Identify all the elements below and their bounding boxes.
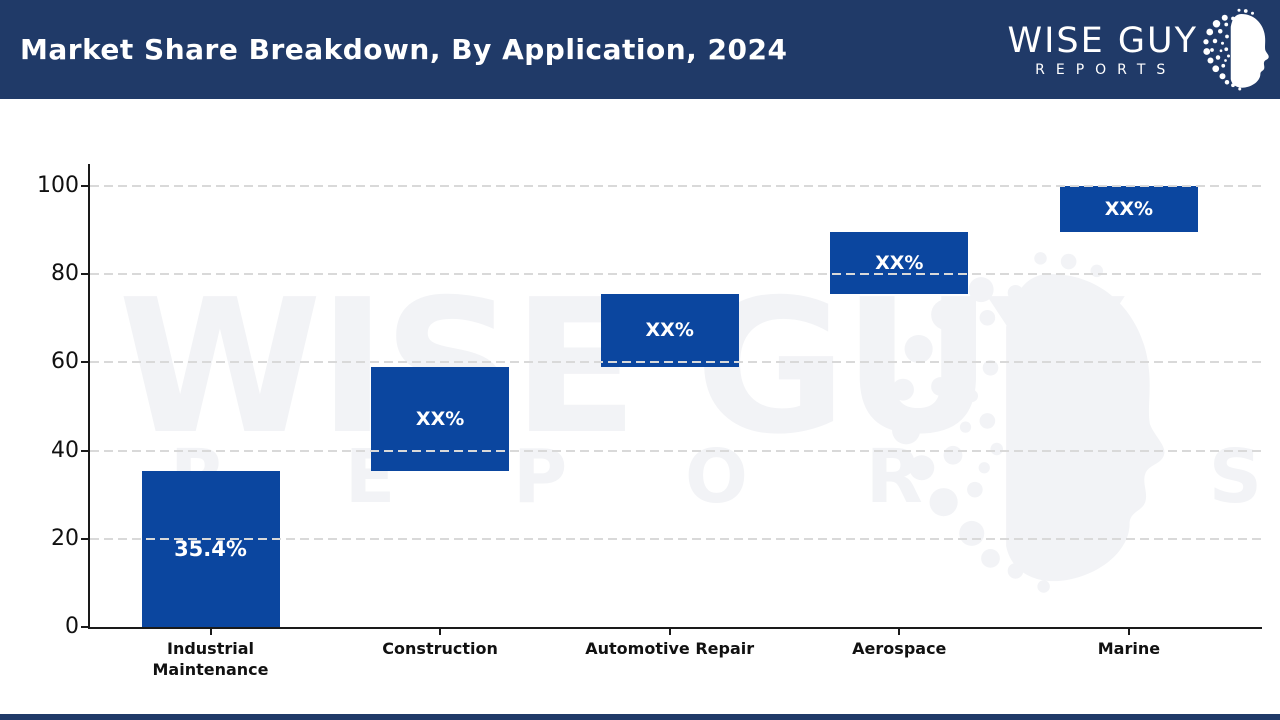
- gridline-20: [90, 537, 1262, 540]
- x-category-label-aerospace: Aerospace: [852, 639, 947, 658]
- y-tick-mark-80: [81, 273, 88, 276]
- plot-area: 0 20 40 60 80 100 35.4% XX% XX% XX% XX% Industrial …: [0, 99, 1280, 714]
- x-tick-mark-aerospace: [898, 629, 901, 635]
- bar-value-label-aerospace: XX%: [875, 251, 924, 274]
- gridline-60: [90, 361, 1262, 364]
- x-category-label-industrial-maintenance: Industrial Maintenance: [152, 639, 269, 679]
- y-tick-mark-20: [81, 537, 88, 540]
- y-tick-label-60: 60: [51, 349, 79, 375]
- x-category-label-automotive-repair: Automotive Repair: [585, 639, 755, 658]
- page-title: Market Share Breakdown, By Application, …: [20, 33, 788, 66]
- gridline-100: [90, 184, 1262, 187]
- gridline-40: [90, 449, 1262, 452]
- y-tick-label-0: 0: [65, 614, 79, 639]
- x-category-label-construction: Construction: [382, 639, 498, 658]
- gridline-80: [90, 273, 1262, 276]
- bar-value-label-automotive-repair: XX%: [645, 319, 694, 342]
- y-tick-mark-40: [81, 449, 88, 452]
- x-tick-mark-construction: [439, 629, 442, 635]
- y-tick-mark-60: [81, 361, 88, 364]
- y-tick-label-20: 20: [51, 525, 79, 551]
- bar-value-label-industrial-maintenance: 35.4%: [174, 536, 247, 561]
- x-tick-mark-automotive-repair: [668, 629, 671, 635]
- bar-automotive-repair: [600, 293, 739, 367]
- y-tick-label-40: 40: [51, 437, 79, 463]
- header-banner: Market Share Breakdown, By Application, …: [0, 0, 1280, 99]
- y-tick-mark-0: [81, 626, 88, 628]
- wiseguy-head-icon: [1203, 8, 1269, 91]
- bar-value-label-construction: XX%: [415, 407, 465, 430]
- chart-canvas: WISE GUY R E P O R T S 0 20 40 60 80 100 35.4%…: [0, 99, 1280, 714]
- y-tick-label-80: 80: [51, 261, 79, 287]
- logo-text: WISE GUY REPORTS: [1007, 22, 1198, 78]
- logo-subtext: REPORTS: [1035, 62, 1177, 78]
- bar-industrial-maintenance: [141, 470, 280, 627]
- footer-bar: [0, 714, 1280, 720]
- bar-value-label-marine: XX%: [1104, 197, 1154, 220]
- bar-marine: [1059, 185, 1198, 232]
- y-tick-mark-100: [81, 184, 88, 187]
- y-axis-line: [88, 164, 90, 629]
- y-tick-label-100: 100: [37, 172, 79, 198]
- x-tick-mark-industrial-maintenance: [209, 629, 212, 635]
- x-axis-line: [88, 627, 1262, 629]
- x-category-label-marine: Marine: [1097, 639, 1161, 658]
- logo-wordmark: WISE GUY: [1007, 21, 1198, 61]
- x-tick-mark-marine: [1127, 629, 1130, 635]
- bar-aerospace: [830, 231, 969, 294]
- bar-construction: [371, 366, 510, 471]
- wiseguy-logo: WISE GUY REPORTS: [1007, 6, 1272, 94]
